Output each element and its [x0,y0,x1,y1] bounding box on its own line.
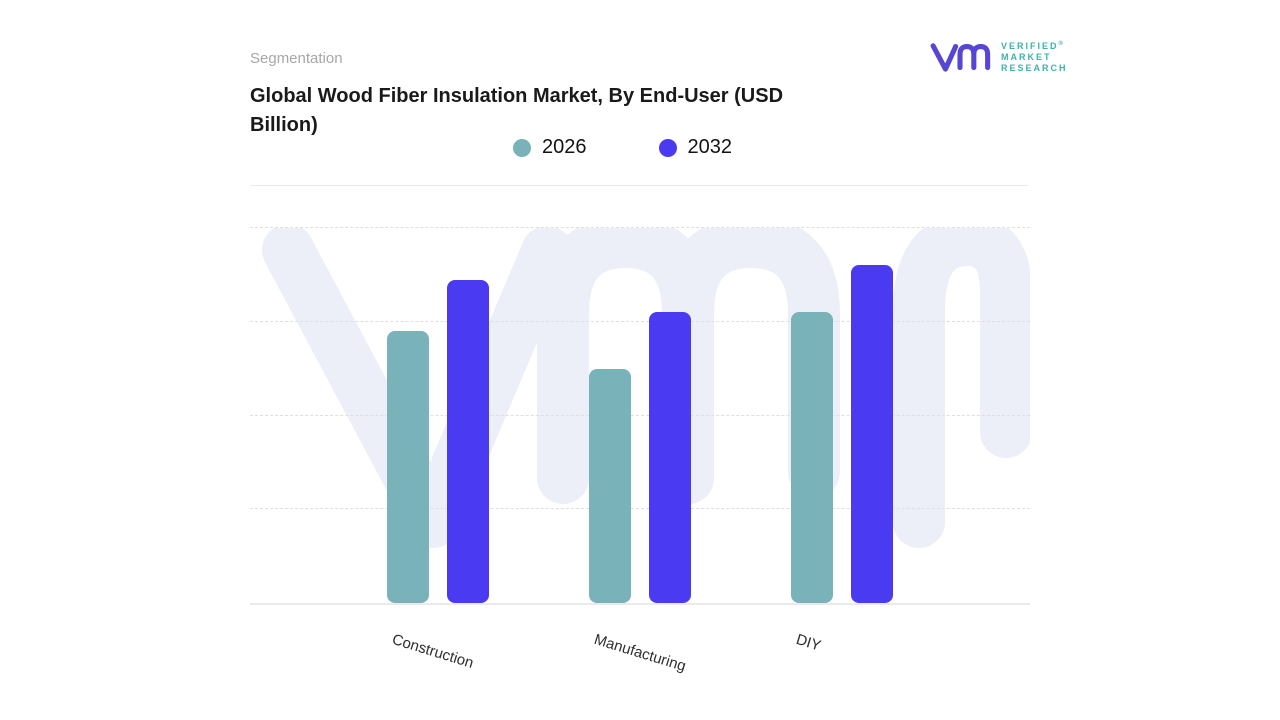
legend: 2026 2032 [513,136,732,159]
title-divider [250,185,1028,186]
legend-item-2026[interactable]: 2026 [513,136,587,159]
bar-construction-2032[interactable] [447,280,489,603]
legend-swatch [513,138,531,157]
vmr-logo-text: VERIFIED® MARKET RESEARCH [1001,39,1068,74]
legend-label: 2026 [542,136,587,158]
x-axis-label-construction: Construction [390,631,476,672]
plot-area: Construction Manufacturing DIY [250,227,1030,675]
gridline [250,320,1030,322]
registered-icon: ® [1058,40,1063,47]
bar-diy-2026[interactable] [791,312,833,603]
legend-label: 2032 [687,136,733,158]
chart-title: Global Wood Fiber Insulation Market, By … [250,85,784,136]
bar-manufacturing-2026[interactable] [589,369,631,603]
gridline [250,508,1030,510]
logo-line-2: MARKET [1001,51,1052,62]
legend-item-2032[interactable]: 2032 [658,136,733,159]
gridline [250,414,1030,416]
bar-manufacturing-2032[interactable] [649,312,691,603]
gridline [250,227,1030,228]
legend-swatch [658,138,677,157]
vmr-watermark-icon [262,228,1030,548]
logo-line-1: VERIFIED® [1001,40,1063,51]
vmr-logo: VERIFIED® MARKET RESEARCH [928,36,1068,76]
bar-diy-2032[interactable] [851,265,893,603]
bar-construction-2026[interactable] [387,331,429,603]
section-label: Segmentation [250,50,343,67]
x-axis-label-diy: DIY [794,631,823,655]
x-axis-label-manufacturing: Manufacturing [592,631,688,676]
logo-line-3: RESEARCH [1001,62,1068,73]
vmr-logo-mark-icon [930,43,991,72]
